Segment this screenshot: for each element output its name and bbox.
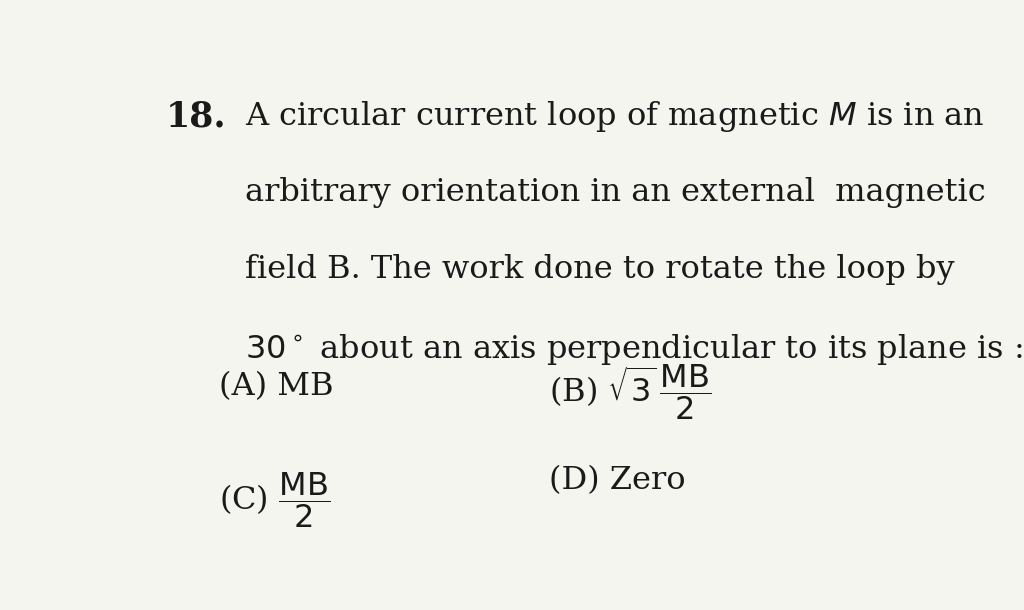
Text: (C) $\dfrac{\mathrm{MB}}{2}$: (C) $\dfrac{\mathrm{MB}}{2}$ [219, 470, 331, 530]
Text: arbitrary orientation in an external  magnetic: arbitrary orientation in an external mag… [246, 176, 986, 207]
Text: (A) MB: (A) MB [219, 371, 334, 403]
Text: (D) Zero: (D) Zero [549, 465, 685, 497]
Text: A circular current loop of magnetic $M$ is in an: A circular current loop of magnetic $M$ … [246, 99, 985, 134]
Text: 18.: 18. [166, 99, 226, 133]
Text: $30^\circ$ about an axis perpendicular to its plane is :: $30^\circ$ about an axis perpendicular t… [246, 332, 1023, 367]
Text: (B) $\sqrt{3}\,\dfrac{\mathrm{MB}}{2}$: (B) $\sqrt{3}\,\dfrac{\mathrm{MB}}{2}$ [549, 362, 711, 422]
Text: field B. The work done to rotate the loop by: field B. The work done to rotate the loo… [246, 254, 955, 285]
